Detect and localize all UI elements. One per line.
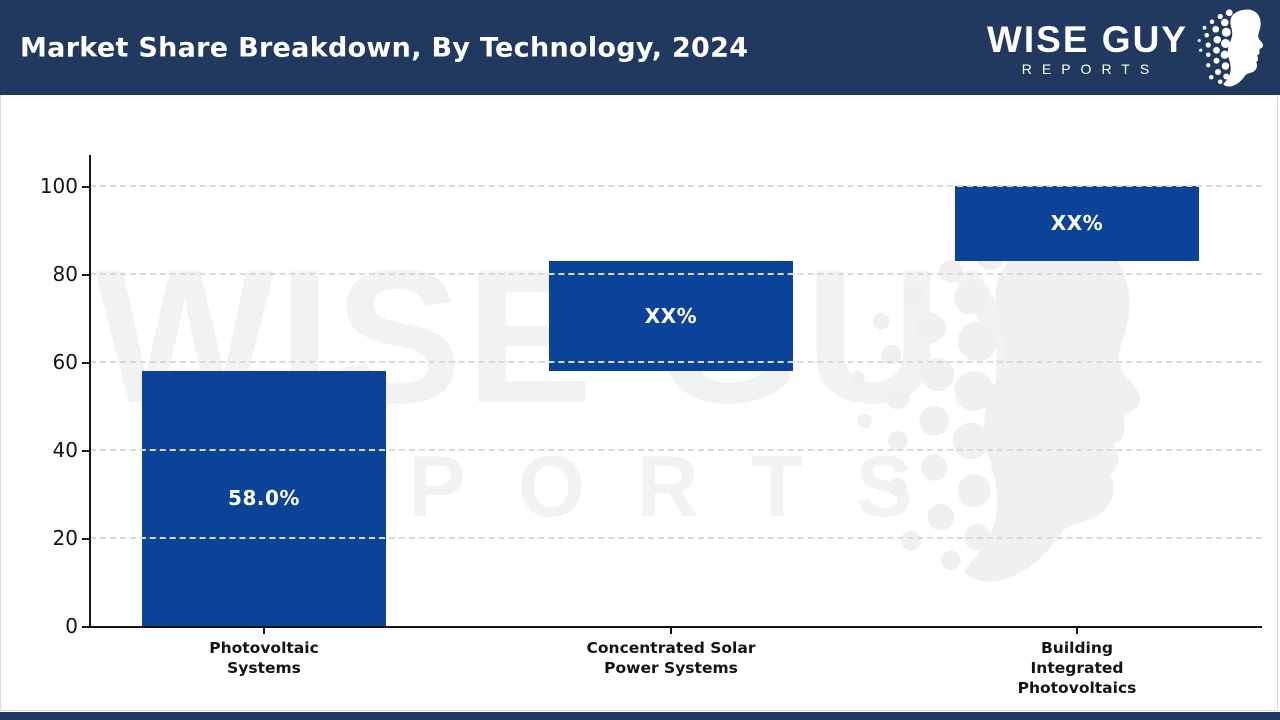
y-tick-100 xyxy=(82,186,89,188)
bar-value-label: XX% xyxy=(1050,211,1104,236)
y-tick-20 xyxy=(82,538,89,540)
footer-bar xyxy=(0,712,1280,720)
gridline-100 xyxy=(90,185,1262,187)
header-bar: Market Share Breakdown, By Technology, 2… xyxy=(0,0,1280,95)
y-tick-80 xyxy=(82,274,89,276)
category-label-2: Building Integrated Photovoltaics xyxy=(1017,639,1137,697)
logo-line2: REPORTS xyxy=(1021,60,1160,77)
gridline-40 xyxy=(90,449,1262,451)
x-axis xyxy=(89,626,1262,628)
logo-wordmark: WISE GUY REPORTS xyxy=(986,18,1188,77)
gridline-80 xyxy=(90,273,1262,275)
y-tick-label-80: 80 xyxy=(52,262,78,286)
y-tick-label-20: 20 xyxy=(52,526,78,550)
gridline-20 xyxy=(90,537,1262,539)
bar-segment-0: 58.0% xyxy=(142,370,386,626)
x-tick-0 xyxy=(263,628,265,634)
bar-value-label: XX% xyxy=(644,303,698,328)
x-tick-2 xyxy=(1076,628,1078,634)
bar-value-label: 58.0% xyxy=(228,486,300,511)
y-tick-60 xyxy=(82,362,89,364)
y-tick-label-100: 100 xyxy=(39,174,78,198)
chart-title: Market Share Breakdown, By Technology, 2… xyxy=(20,32,749,63)
y-tick-label-60: 60 xyxy=(52,350,78,374)
bar-segment-1: XX% xyxy=(549,260,793,371)
wise-guy-logo: WISE GUY REPORTS xyxy=(987,6,1268,90)
y-tick-0 xyxy=(82,626,89,628)
gridline-60 xyxy=(90,361,1262,363)
category-label-1: Concentrated Solar Power Systems xyxy=(586,639,756,677)
y-axis xyxy=(89,155,91,628)
x-tick-1 xyxy=(670,628,672,634)
y-tick-label-0: 0 xyxy=(65,614,78,638)
logo-line1: WISE GUY xyxy=(986,18,1188,60)
category-label-0: Photovoltaic Systems xyxy=(209,639,319,677)
bar-segment-2: XX% xyxy=(955,186,1199,261)
y-tick-label-40: 40 xyxy=(52,438,78,462)
y-tick-40 xyxy=(82,450,89,452)
logo-face-icon xyxy=(1197,9,1264,87)
